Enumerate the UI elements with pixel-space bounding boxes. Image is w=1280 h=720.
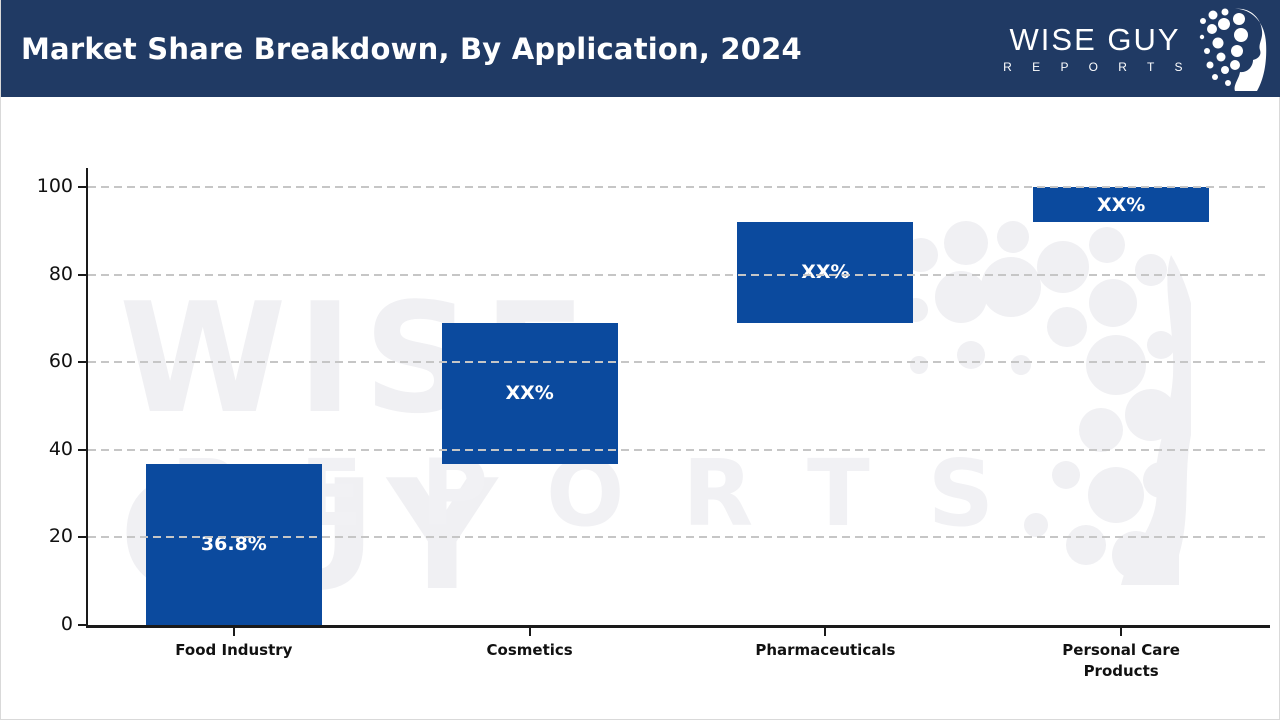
y-tick-mark-0 bbox=[78, 624, 86, 626]
y-tick-label-60: 60 bbox=[48, 350, 73, 373]
bar-food-industry: 36.8% bbox=[145, 463, 322, 625]
gridline-40 bbox=[88, 448, 1265, 451]
watermark-face-dots-icon bbox=[904, 221, 1191, 585]
y-tick-mark-100 bbox=[78, 186, 86, 188]
x-tick-mark-personal-care-products bbox=[1120, 628, 1123, 636]
gridline-100 bbox=[88, 186, 1265, 188]
wiseguy-face-icon bbox=[1199, 8, 1267, 91]
gridline-60 bbox=[88, 361, 1265, 364]
x-category-label-personal-care-products: Personal Care Products bbox=[1062, 641, 1180, 680]
bar-value-label: XX% bbox=[1096, 193, 1146, 216]
wiseguy-wordmark: WISE GUY bbox=[1009, 22, 1181, 57]
y-axis-line bbox=[86, 168, 88, 627]
x-category-label-food-industry: Food Industry bbox=[175, 641, 293, 659]
x-tick-mark-cosmetics bbox=[528, 628, 531, 636]
y-tick-mark-40 bbox=[78, 448, 86, 451]
bar-value-label: XX% bbox=[801, 261, 850, 284]
gridline-80 bbox=[88, 273, 1265, 276]
x-axis-line bbox=[86, 625, 1270, 628]
y-tick-mark-80 bbox=[78, 273, 86, 276]
bar-cosmetics: XX% bbox=[441, 322, 618, 464]
wiseguy-logo-text: WISE GUY R E P O R T S bbox=[999, 24, 1191, 73]
y-tick-mark-20 bbox=[78, 536, 86, 539]
bar-pharmaceuticals: XX% bbox=[737, 222, 914, 323]
y-tick-label-40: 40 bbox=[48, 437, 73, 460]
bar-personal-care-products: XX% bbox=[1033, 187, 1210, 223]
x-tick-mark-food-industry bbox=[232, 628, 235, 636]
bar-value-label: 36.8% bbox=[200, 533, 267, 556]
y-tick-label-20: 20 bbox=[48, 525, 73, 548]
x-category-label-pharmaceuticals: Pharmaceuticals bbox=[755, 641, 896, 659]
header-bar: Market Share Breakdown, By Application, … bbox=[1, 0, 1280, 97]
x-tick-mark-pharmaceuticals bbox=[824, 628, 827, 636]
y-tick-label-100: 100 bbox=[36, 175, 73, 197]
y-tick-label-80: 80 bbox=[48, 262, 73, 285]
wiseguy-logo: WISE GUY R E P O R T S bbox=[999, 7, 1267, 91]
x-category-label-cosmetics: Cosmetics bbox=[486, 641, 573, 659]
wiseguy-reports-label: R E P O R T S bbox=[1003, 60, 1191, 74]
bar-value-label: XX% bbox=[505, 382, 554, 405]
gridline-20 bbox=[88, 536, 1265, 539]
y-tick-mark-60 bbox=[78, 361, 86, 364]
y-tick-label-0: 0 bbox=[60, 613, 73, 635]
chart-title: Market Share Breakdown, By Application, … bbox=[21, 31, 802, 66]
